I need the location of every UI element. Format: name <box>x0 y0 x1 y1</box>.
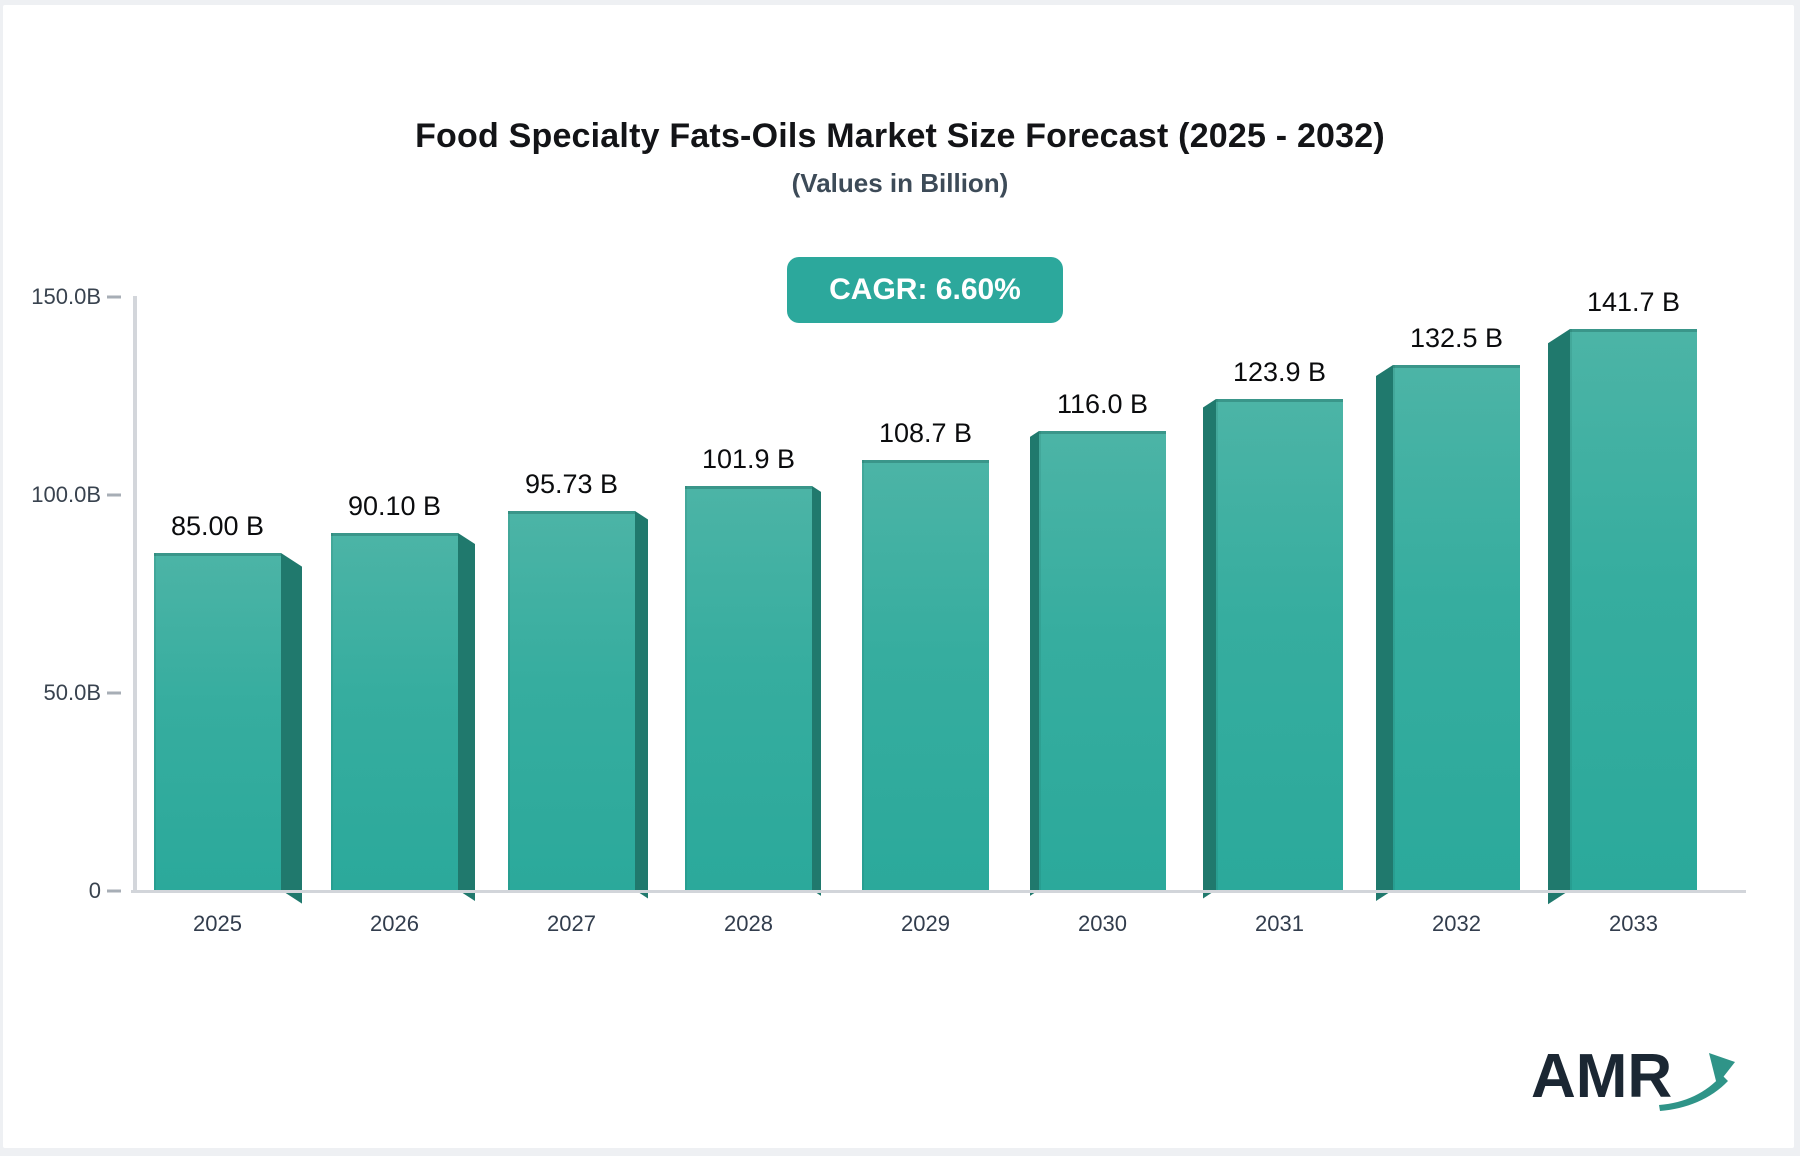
y-axis-line <box>133 296 137 893</box>
bar-value-label-2029: 108.7 B <box>878 417 973 448</box>
bar-2030[interactable] <box>1039 430 1166 890</box>
x-axis-label-2031: 2031 <box>1255 911 1304 936</box>
bar-2032[interactable] <box>1393 365 1520 890</box>
bar-value-label-2033: 141.7 B <box>1586 286 1681 317</box>
amr-logo: AMR <box>1531 1042 1735 1111</box>
bar-3d-side-2031 <box>1203 399 1216 899</box>
bar-2029[interactable] <box>862 459 989 890</box>
x-axis-label-2025: 2025 <box>193 911 242 936</box>
amr-logo-text: AMR <box>1531 1042 1672 1111</box>
bar-chart-plot-area: 0 50.0B 100.0B 150.0B 85.00 B 2025 90.10 B 2026… <box>3 5 1797 1148</box>
x-axis-label-2029: 2029 <box>901 911 950 936</box>
bar-2033[interactable] <box>1570 328 1697 890</box>
bar-3d-side-2026 <box>458 533 475 902</box>
y-axis-tick-label: 0 <box>88 878 101 903</box>
y-axis-tick <box>107 493 121 497</box>
bar-2028[interactable] <box>685 486 812 890</box>
bar-3d-side-2032 <box>1376 365 1393 902</box>
x-axis-label-2033: 2033 <box>1609 911 1658 936</box>
bar-2031[interactable] <box>1216 399 1343 890</box>
bar-value-label-2027: 95.73 B <box>524 468 619 499</box>
bar-value-label-2025: 85.00 B <box>170 511 265 542</box>
bar-value-label-2026: 90.10 B <box>347 491 442 522</box>
bar-3d-side-2030 <box>1030 430 1039 896</box>
y-axis-tick-label: 150.0B <box>31 284 101 309</box>
y-axis-tick <box>107 691 121 695</box>
bar-value-label-2031: 123.9 B <box>1232 357 1327 388</box>
bar-value-label-2028: 101.9 B <box>701 444 796 475</box>
bar-3d-side-2028 <box>812 486 821 896</box>
bar-3d-side-2033 <box>1548 328 1570 905</box>
y-axis-tick <box>107 295 121 299</box>
y-axis-tick-label: 50.0B <box>43 680 102 705</box>
amr-logo-arrowhead-icon <box>1709 1053 1735 1085</box>
bar-2025[interactable] <box>154 553 281 890</box>
x-axis-baseline <box>131 890 1746 893</box>
bar-value-label-2030: 116.0 B <box>1056 388 1149 419</box>
cagr-badge: CAGR: 6.60% <box>787 257 1063 323</box>
y-axis-tick-label: 100.0B <box>31 482 101 507</box>
bar-3d-side-2027 <box>635 510 648 899</box>
bar-2026[interactable] <box>331 533 458 890</box>
x-axis-label-2028: 2028 <box>724 911 773 936</box>
bar-2027[interactable] <box>508 510 635 890</box>
x-axis-label-2026: 2026 <box>370 911 419 936</box>
chart-card: Food Specialty Fats-Oils Market Size For… <box>3 5 1794 1148</box>
bar-3d-side-2025 <box>281 553 302 904</box>
x-axis-label-2027: 2027 <box>547 911 596 936</box>
x-axis-label-2030: 2030 <box>1078 911 1127 936</box>
chart-subtitle: (Values in Billion) <box>791 168 1009 198</box>
bar-value-label-2032: 132.5 B <box>1409 323 1504 354</box>
x-axis-label-2032: 2032 <box>1432 911 1481 936</box>
chart-title: Food Specialty Fats-Oils Market Size For… <box>415 117 1385 155</box>
y-axis-tick <box>107 889 121 893</box>
